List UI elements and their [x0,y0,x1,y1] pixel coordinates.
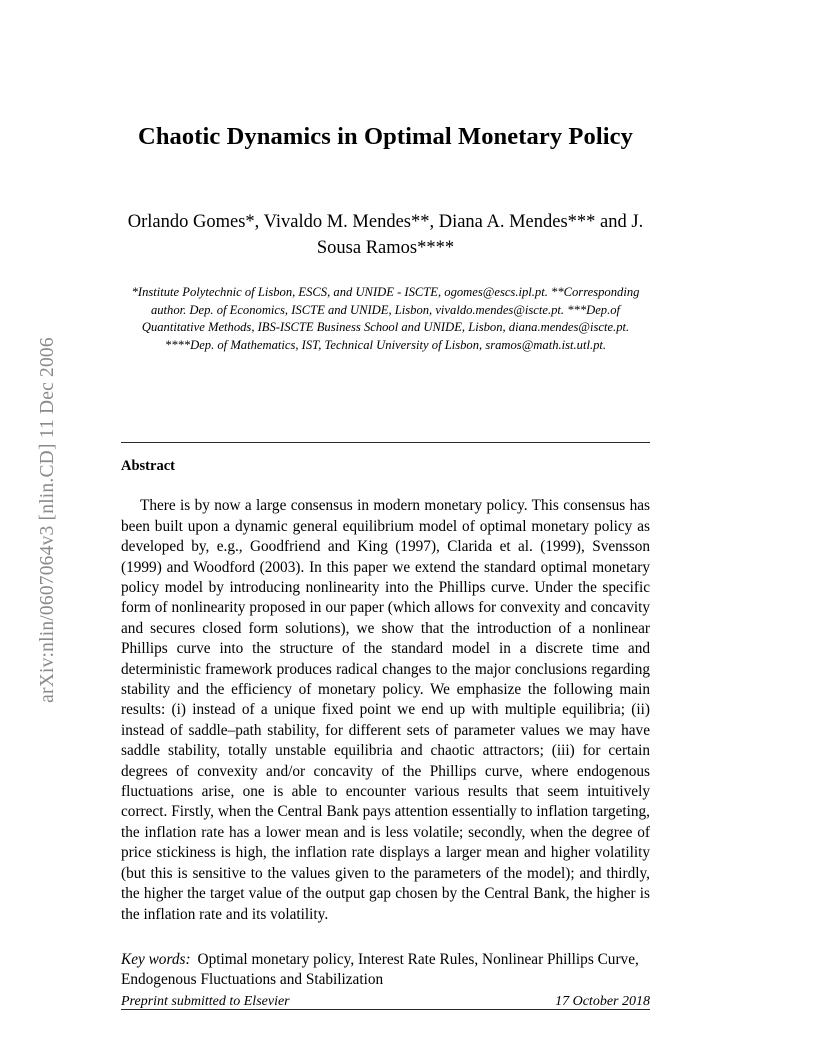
author-affiliations: *Institute Polytechnic of Lisbon, ESCS, … [131,285,640,352]
page-footer: Preprint submitted to Elsevier 17 Octobe… [121,994,650,1010]
arxiv-stamp-text: arXiv:nlin/0607064v3 [nlin.CD] 11 Dec 20… [37,337,58,703]
abstract-heading: Abstract [121,458,175,475]
arxiv-stamp: arXiv:nlin/0607064v3 [nlin.CD] 11 Dec 20… [0,0,70,1056]
page-title: Chaotic Dynamics in Optimal Monetary Pol… [138,123,633,150]
abstract-body: There is by now a large consensus in mod… [121,497,650,923]
keywords-label: Key words: [121,950,191,968]
abstract-top-rule [121,442,650,444]
footer-submission-note: Preprint submitted to Elsevier [121,994,290,1009]
paper-page: Chaotic Dynamics in Optimal Monetary Pol… [121,0,650,1056]
author-list: Orlando Gomes*, Vivaldo M. Mendes**, Dia… [127,212,644,258]
keywords: Key words: Optimal monetary policy, Inter… [121,925,650,991]
footer-date: 17 October 2018 [555,994,650,1009]
keywords-bottom-rule [121,1008,650,1010]
keywords-value: Optimal monetary policy, Interest Rate R… [121,950,639,989]
